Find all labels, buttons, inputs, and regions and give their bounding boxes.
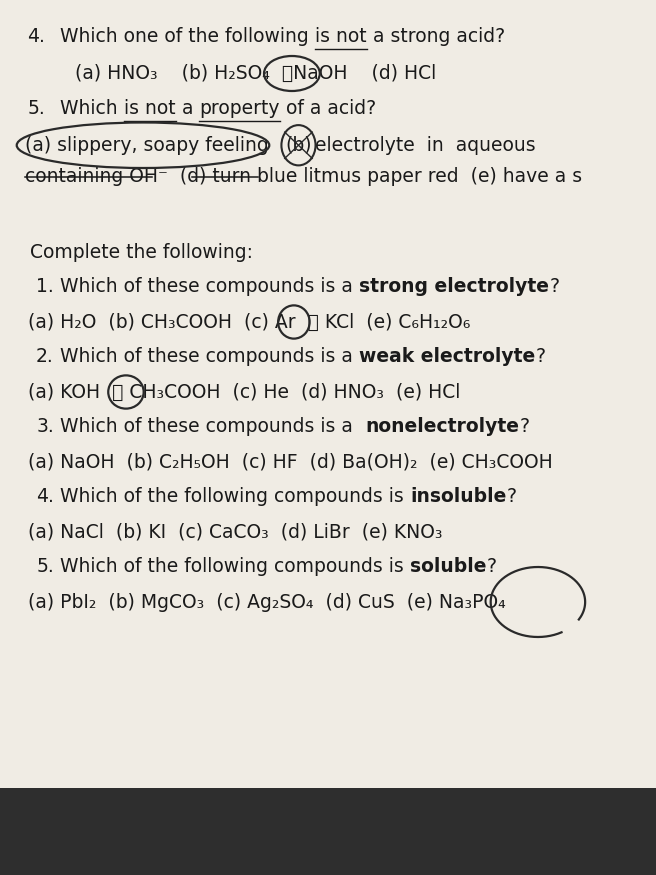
Text: ?: ?	[487, 557, 497, 577]
Text: is not: is not	[124, 99, 176, 118]
Text: Which of these compounds is a: Which of these compounds is a	[60, 417, 365, 437]
Text: weak electrolyte: weak electrolyte	[359, 347, 535, 367]
Text: of a acid?: of a acid?	[279, 99, 376, 118]
Text: Which of the following compounds is: Which of the following compounds is	[60, 487, 410, 507]
Text: 5.: 5.	[36, 557, 54, 577]
Text: a: a	[176, 99, 199, 118]
Text: Which of these compounds is a: Which of these compounds is a	[60, 347, 359, 367]
Text: Which of the following compounds is: Which of the following compounds is	[60, 557, 410, 577]
Text: (a) KOH  Ⓑ CH₃COOH  (c) He  (d) HNO₃  (e) HCl: (a) KOH Ⓑ CH₃COOH (c) He (d) HNO₃ (e) HC…	[28, 382, 460, 402]
Text: a strong acid?: a strong acid?	[367, 27, 505, 46]
Text: containing OH⁻  (d) turn blue litmus paper red  (e) have a s: containing OH⁻ (d) turn blue litmus pape…	[25, 167, 582, 186]
Text: 2.: 2.	[36, 347, 54, 367]
Text: electrolyte  in  aqueous: electrolyte in aqueous	[315, 136, 535, 155]
Text: (b): (b)	[285, 136, 312, 155]
Text: Which one of the following: Which one of the following	[60, 27, 315, 46]
Text: property: property	[199, 99, 279, 118]
Text: soluble: soluble	[410, 557, 487, 577]
Text: (a) NaOH  (b) C₂H₅OH  (c) HF  (d) Ba(OH)₂  (e) CH₃COOH: (a) NaOH (b) C₂H₅OH (c) HF (d) Ba(OH)₂ (…	[28, 452, 552, 472]
Text: (a) NaCl  (b) KI  (c) CaCO₃  (d) LiBr  (e) KNO₃: (a) NaCl (b) KI (c) CaCO₃ (d) LiBr (e) K…	[28, 522, 442, 542]
Text: 4.: 4.	[36, 487, 54, 507]
Text: insoluble: insoluble	[410, 487, 506, 507]
Text: is not: is not	[315, 27, 367, 46]
Text: strong electrolyte: strong electrolyte	[359, 277, 549, 297]
Text: nonelectrolyte: nonelectrolyte	[365, 417, 520, 437]
Text: 1.: 1.	[36, 277, 54, 297]
Text: 3.: 3.	[36, 417, 54, 437]
Text: 5.: 5.	[28, 99, 45, 118]
Text: Complete the following:: Complete the following:	[30, 242, 253, 262]
Text: 4.: 4.	[28, 27, 45, 46]
Text: (a) slippery, soapy feeling: (a) slippery, soapy feeling	[25, 136, 269, 155]
Text: (a) PbI₂  (b) MgCO₃  (c) Ag₂SO₄  (d) CuS  (e) Na₃PO₄: (a) PbI₂ (b) MgCO₃ (c) Ag₂SO₄ (d) CuS (e…	[28, 592, 505, 612]
Text: Which of these compounds is a: Which of these compounds is a	[60, 277, 359, 297]
Text: (a) HNO₃    (b) H₂SO₄  ⓂNaOH    (d) HCl: (a) HNO₃ (b) H₂SO₄ ⓂNaOH (d) HCl	[75, 64, 437, 83]
Text: ?: ?	[535, 347, 546, 367]
Text: ?: ?	[506, 487, 516, 507]
Text: (a) H₂O  (b) CH₃COOH  (c) Ar  ⓓ KCl  (e) C₆H₁₂O₆: (a) H₂O (b) CH₃COOH (c) Ar ⓓ KCl (e) C₆H…	[28, 312, 470, 332]
Text: Which: Which	[60, 99, 124, 118]
Text: ?: ?	[549, 277, 559, 297]
Bar	[0, 788, 656, 875]
Text: ?: ?	[520, 417, 529, 437]
